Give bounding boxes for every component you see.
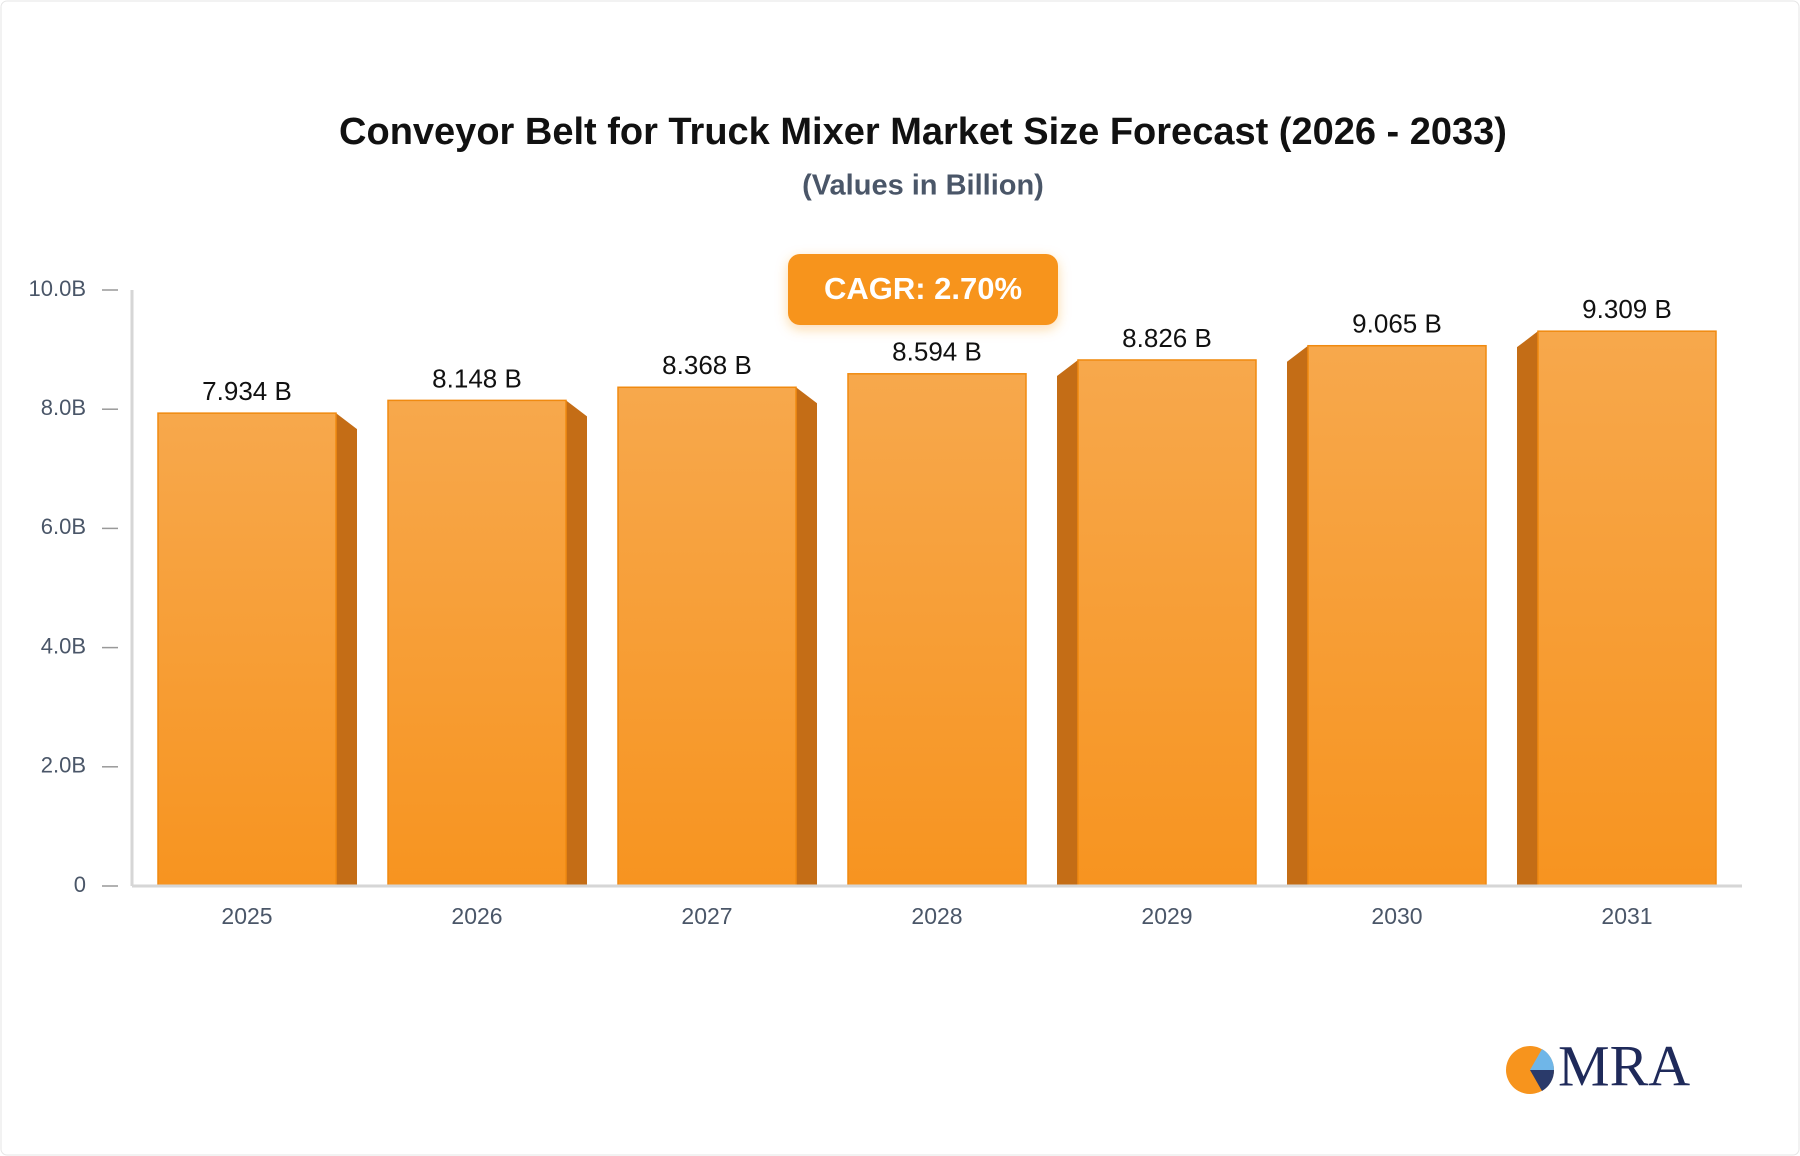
- y-tick-label: 10.0B: [29, 276, 87, 301]
- x-tick-label: 2029: [1141, 903, 1192, 929]
- y-tick-label: 0: [74, 872, 86, 897]
- y-tick-label: 4.0B: [41, 633, 86, 658]
- bar: [1077, 359, 1257, 887]
- bar-side: [1057, 359, 1078, 886]
- bar-side: [1517, 331, 1538, 886]
- x-tick-label: 2028: [911, 903, 962, 929]
- bar: [157, 412, 337, 887]
- value-label: 8.594 B: [892, 337, 982, 367]
- bar-side: [336, 413, 357, 886]
- bar-side: [796, 387, 817, 886]
- y-tick-label: 6.0B: [41, 514, 86, 539]
- x-tick-label: 2031: [1601, 903, 1652, 929]
- y-tick-label: 2.0B: [41, 753, 86, 778]
- x-tick-label: 2027: [681, 903, 732, 929]
- bar: [847, 373, 1027, 887]
- bar: [387, 399, 567, 887]
- x-tick-label: 2026: [451, 903, 502, 929]
- chart-title: Conveyor Belt for Truck Mixer Market Siz…: [339, 111, 1507, 153]
- value-label: 7.934 B: [202, 376, 292, 406]
- cagr-badge: [788, 254, 1058, 325]
- y-tick-label: 8.0B: [41, 395, 86, 420]
- cagr-label: CAGR: 2.70%: [824, 271, 1022, 306]
- bar: [1307, 344, 1487, 887]
- bar-side: [566, 400, 587, 886]
- chart-subtitle: (Values in Billion): [802, 170, 1044, 202]
- logo: MRA: [1506, 1033, 1690, 1098]
- bar: [617, 386, 797, 887]
- x-tick-label: 2030: [1371, 903, 1422, 929]
- value-label: 8.148 B: [432, 363, 522, 393]
- x-tick-label: 2025: [221, 903, 272, 929]
- value-label: 9.309 B: [1582, 294, 1672, 324]
- bar: [1537, 330, 1717, 887]
- value-label: 8.826 B: [1122, 323, 1212, 353]
- value-label: 9.065 B: [1352, 309, 1442, 339]
- logo-slice: [1530, 1070, 1555, 1091]
- value-label: 8.368 B: [662, 350, 752, 380]
- logo-slice: [1530, 1049, 1555, 1070]
- bar-side: [1287, 345, 1308, 886]
- logo-text: MRA: [1558, 1033, 1690, 1098]
